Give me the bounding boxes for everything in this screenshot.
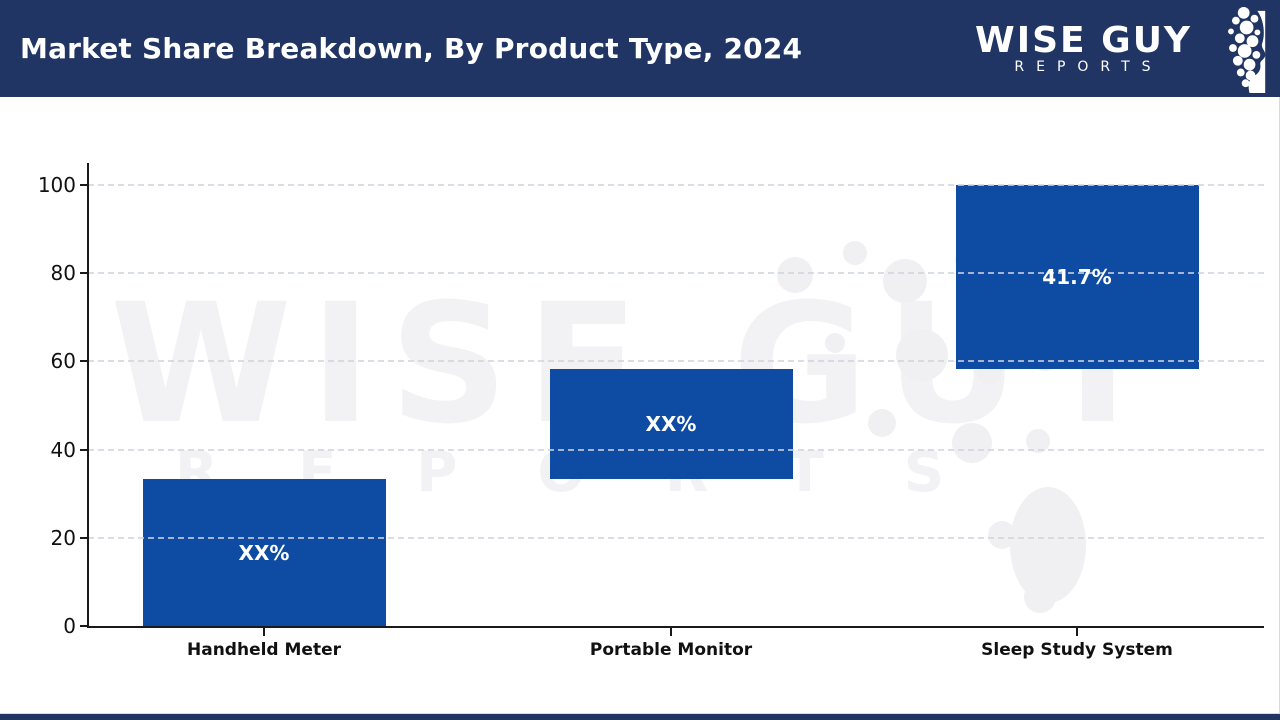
logo-face-icon (1228, 6, 1266, 93)
header-banner: Market Share Breakdown, By Product Type,… (0, 0, 1280, 97)
y-axis-line (87, 163, 89, 628)
logo-wordmark: WISE GUY (974, 19, 1192, 61)
bar-value-label: 41.7% (1042, 264, 1112, 289)
y-tick-mark (80, 625, 88, 627)
logo-subtitle: REPORTS (1014, 59, 1163, 76)
bar-portable-monitor (549, 368, 793, 480)
bar-value-label: XX% (645, 412, 697, 437)
footer-banner (0, 714, 1280, 720)
footer-divider (0, 713, 1280, 714)
x-tick-mark (670, 628, 672, 636)
y-tick-label: 60 (50, 349, 76, 374)
x-tick-mark (263, 628, 265, 636)
y-tick-mark (80, 272, 88, 275)
y-tick-label: 20 (50, 525, 76, 550)
bar-sleep-study-system (955, 185, 1199, 369)
gridline-80 (88, 272, 1264, 275)
bar-handheld-meter (142, 479, 386, 626)
x-category-label: Sleep Study System (981, 640, 1173, 660)
y-tick-label: 80 (50, 261, 76, 286)
y-tick-mark (80, 184, 88, 186)
x-axis-line (87, 626, 1264, 628)
gridline-100 (88, 184, 1264, 186)
bar-value-label: XX% (238, 540, 290, 565)
x-category-label: Portable Monitor (589, 640, 753, 660)
y-tick-label: 100 (37, 173, 76, 197)
y-tick-label: 0 (63, 614, 76, 638)
y-tick-label: 40 (50, 437, 76, 462)
gridline-20 (88, 536, 1264, 539)
y-tick-mark (80, 448, 88, 451)
gridline-60 (88, 360, 1264, 363)
brand-logo: WISE GUY REPORTS (975, 5, 1266, 93)
y-tick-mark (80, 360, 88, 363)
x-category-label: Handheld Meter (186, 640, 342, 660)
x-tick-mark (1076, 628, 1078, 636)
gridline-40 (88, 448, 1264, 451)
y-tick-mark (80, 536, 88, 539)
page-title: Market Share Breakdown, By Product Type,… (20, 32, 803, 65)
